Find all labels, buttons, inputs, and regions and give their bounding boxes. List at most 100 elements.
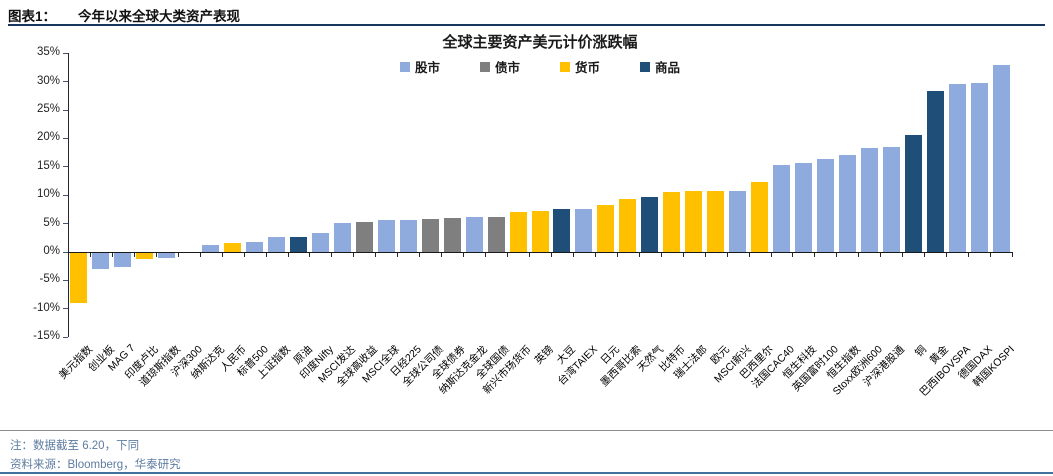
chart-bar [136, 253, 154, 260]
chart-bar [707, 190, 725, 252]
y-axis-tick-label: 10% [36, 188, 60, 201]
legend-swatch [560, 61, 570, 72]
chart-bar [443, 217, 461, 252]
y-axis-tick [63, 308, 68, 310]
y-axis-tick [63, 194, 68, 196]
source-note: 资料来源：Bloomberg，华泰研究 [10, 459, 181, 471]
chart-bar [926, 90, 944, 252]
x-axis-tick [594, 253, 596, 257]
y-axis-line [68, 53, 69, 337]
y-axis-tick-label: 15% [36, 159, 60, 172]
legend-label: 债市 [494, 61, 520, 75]
y-axis-tick-label: 30% [36, 74, 60, 87]
x-axis-tick [507, 253, 509, 257]
y-axis-tick [63, 81, 68, 83]
x-axis-tick [529, 253, 531, 257]
x-axis-tick [968, 253, 970, 257]
chart-bar [904, 134, 922, 252]
chart-bar [992, 65, 1010, 252]
y-axis-tick [63, 223, 68, 225]
chart-bar [70, 253, 88, 303]
chart-bar [355, 222, 373, 252]
x-axis-tick [946, 253, 948, 257]
chart-bar [772, 165, 790, 252]
chart-bar [246, 241, 264, 252]
x-axis-tick [89, 253, 91, 257]
y-axis-tick [63, 279, 68, 281]
y-axis-tick [63, 52, 68, 54]
y-axis-tick [63, 336, 68, 338]
y-axis-tick-label: 25% [36, 103, 60, 115]
x-axis-tick [331, 253, 333, 257]
x-axis-tick [836, 253, 838, 257]
legend-label: 商品 [655, 61, 681, 75]
chart-bar [92, 253, 110, 270]
x-axis-tick [68, 253, 69, 257]
chart-bar [377, 219, 395, 252]
chart-bar [224, 242, 242, 252]
chart-bar [290, 236, 307, 252]
chart-bar [531, 210, 549, 252]
chart-legend: 股市 债市 货币 商品 [68, 57, 1012, 76]
x-axis-tick [353, 253, 355, 257]
legend-label: 货币 [575, 61, 601, 75]
chart-bar [421, 219, 439, 252]
chart-bar [641, 197, 659, 252]
y-axis-tick [63, 109, 68, 111]
legend-item: 股市 [399, 57, 440, 76]
header-divider [8, 24, 1045, 26]
x-axis-tick [309, 253, 311, 257]
chart-bar [948, 84, 966, 252]
x-axis-tick [243, 253, 245, 257]
x-axis-tick [924, 253, 926, 257]
x-axis-tick [638, 253, 640, 257]
x-axis-tick [770, 253, 772, 257]
chart-bar [729, 190, 747, 252]
legend-swatch [399, 61, 410, 72]
x-axis-tick [265, 253, 267, 257]
x-axis-tick [550, 253, 552, 257]
chart-bar [663, 191, 681, 252]
x-axis-tick [375, 253, 377, 257]
x-axis-tick [463, 253, 465, 257]
x-axis-tick [133, 253, 135, 257]
chart-bar [114, 253, 132, 268]
chart-bar [465, 216, 483, 252]
footer-divider [0, 430, 1053, 431]
x-axis-tick [221, 253, 223, 257]
y-axis-tick-label: 20% [36, 131, 60, 144]
chart-bar [399, 219, 417, 252]
x-axis-tick [397, 253, 399, 257]
x-axis-tick [419, 253, 421, 257]
x-axis-tick [199, 253, 201, 257]
x-axis-tick [441, 253, 443, 257]
x-axis-tick [660, 253, 662, 257]
figure-header-title: 今年以来全球大类资产表现 [78, 9, 241, 24]
legend-item: 商品 [640, 57, 680, 76]
footnote: 注：数据截至 6.20，下同 [10, 440, 140, 452]
y-axis-tick [63, 251, 68, 253]
y-axis-tick-label: 0% [43, 245, 60, 257]
chart-bar [597, 204, 615, 252]
y-axis-tick-label: 5% [43, 216, 60, 229]
chart-title: 全球主要资产美元计价涨跌幅 [442, 34, 638, 51]
chart-bar [816, 158, 834, 252]
x-axis-tick [572, 253, 574, 257]
y-axis-tick [63, 137, 68, 139]
chart-bar [685, 191, 703, 252]
chart-bar [860, 148, 878, 252]
x-axis-tick [814, 253, 816, 257]
y-axis-tick-label: -15% [33, 330, 60, 343]
x-axis-tick [792, 253, 794, 257]
x-axis-line [68, 252, 1013, 253]
y-axis-tick [63, 166, 68, 168]
legend-item: 债市 [479, 57, 520, 76]
legend-swatch [640, 61, 651, 72]
chart-bar [487, 216, 505, 252]
y-axis-tick-label: -5% [39, 273, 60, 286]
bottom-border [0, 472, 1053, 474]
figure-label: 图表1： [8, 9, 57, 24]
chart-bar [619, 198, 637, 252]
x-axis-tick [748, 253, 750, 257]
